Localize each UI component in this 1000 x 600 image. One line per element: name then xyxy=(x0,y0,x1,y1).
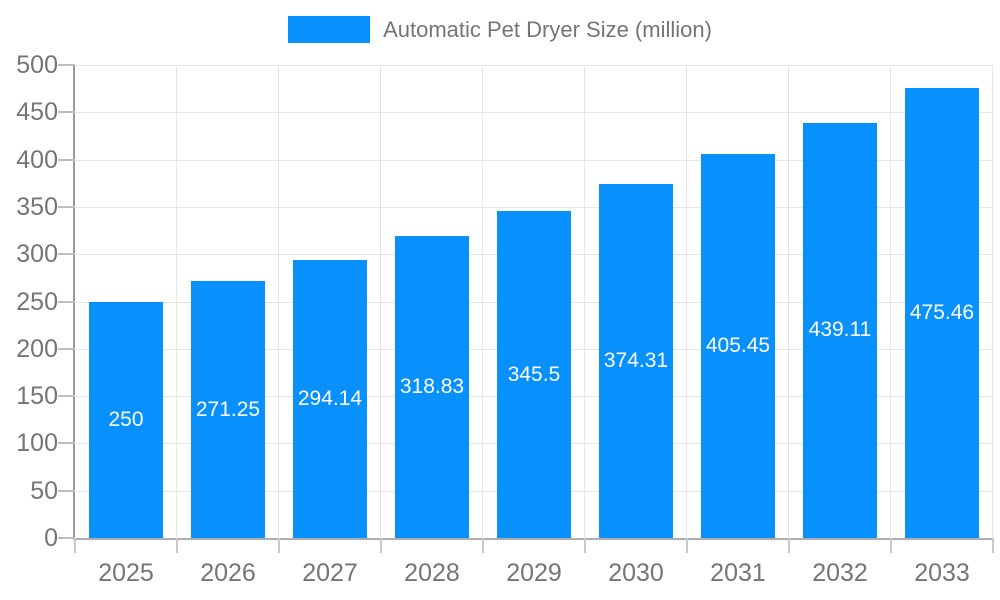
plot-area: 0 50 100 150 200 250 300 350 400 450 500 250 2025 271… xyxy=(16,51,994,587)
x-tick-mark xyxy=(175,538,178,553)
v-gridline xyxy=(379,65,381,538)
bar[interactable]: 345.5 xyxy=(496,211,572,538)
bar[interactable]: 318.83 xyxy=(394,236,470,538)
bar[interactable]: 475.46 xyxy=(904,88,980,538)
x-tick-mark xyxy=(889,538,892,553)
x-tick-mark xyxy=(277,538,280,553)
y-axis-tick-label: 100 xyxy=(16,429,58,458)
y-tick-mark xyxy=(58,300,75,303)
x-axis-tick-label: 2031 xyxy=(710,559,766,587)
x-tick-mark xyxy=(992,538,994,553)
x-tick-mark xyxy=(685,538,688,553)
v-gridline xyxy=(788,65,789,538)
bar-value-label: 318.83 xyxy=(399,375,465,399)
y-tick-mark xyxy=(58,158,75,161)
x-axis-tick-label: 2032 xyxy=(812,559,868,587)
legend-item[interactable]: Automatic Pet Dryer Size (million) xyxy=(288,16,712,43)
bar[interactable]: 374.31 xyxy=(598,183,674,538)
y-axis-tick-label: 0 xyxy=(44,524,58,552)
y-tick-mark xyxy=(58,347,75,350)
v-gridline xyxy=(992,65,993,538)
bar-value-label: 250 xyxy=(108,407,144,431)
legend-swatch-icon xyxy=(288,16,371,43)
y-axis-tick-label: 250 xyxy=(16,287,58,316)
legend-label: Automatic Pet Dryer Size (million) xyxy=(383,16,712,42)
bar[interactable]: 405.45 xyxy=(700,154,776,538)
h-gridline xyxy=(75,159,993,161)
v-gridline xyxy=(685,65,687,538)
v-gridline xyxy=(584,65,585,538)
y-tick-mark xyxy=(58,111,75,114)
v-gridline xyxy=(175,65,177,538)
y-tick-mark xyxy=(58,442,75,445)
bar-value-label: 271.25 xyxy=(195,397,261,421)
bar-value-label: 345.5 xyxy=(507,362,561,386)
x-tick-mark xyxy=(481,538,484,553)
h-gridline xyxy=(75,112,993,114)
x-axis-tick-label: 2025 xyxy=(98,559,154,587)
x-axis-tick-label: 2028 xyxy=(404,559,460,587)
bar[interactable]: 271.25 xyxy=(190,281,266,538)
bar[interactable]: 294.14 xyxy=(292,259,368,538)
y-tick-mark xyxy=(58,537,75,539)
x-tick-mark xyxy=(788,538,790,553)
x-tick-mark xyxy=(379,538,382,553)
bar[interactable]: 439.11 xyxy=(802,122,878,538)
h-gridline xyxy=(75,65,993,66)
y-axis-tick-label: 50 xyxy=(30,476,58,505)
x-axis-tick-label: 2029 xyxy=(506,559,562,587)
x-axis-tick-label: 2027 xyxy=(302,559,358,587)
bar-value-label: 439.11 xyxy=(808,318,872,342)
y-axis-tick-label: 350 xyxy=(16,192,58,221)
h-gridline xyxy=(75,206,993,208)
y-axis-tick-label: 450 xyxy=(16,98,58,127)
bar-value-label: 475.46 xyxy=(909,301,975,325)
x-axis-tick-label: 2026 xyxy=(200,559,256,587)
y-tick-mark xyxy=(58,489,75,492)
v-gridline xyxy=(889,65,891,538)
y-tick-mark xyxy=(58,253,75,256)
y-tick-mark xyxy=(58,64,75,66)
bar-value-label: 405.45 xyxy=(705,334,771,358)
bar[interactable]: 250 xyxy=(88,301,164,538)
x-axis-tick-label: 2030 xyxy=(608,559,664,587)
x-tick-mark xyxy=(584,538,586,553)
x-axis-tick-label: 2033 xyxy=(914,559,970,587)
v-gridline xyxy=(277,65,279,538)
legend: Automatic Pet Dryer Size (million) xyxy=(0,16,1000,43)
y-axis-tick-label: 300 xyxy=(16,240,58,269)
y-axis-tick-label: 150 xyxy=(16,382,58,411)
y-axis-tick-label: 200 xyxy=(16,334,58,363)
bar-value-label: 374.31 xyxy=(603,348,669,372)
y-tick-mark xyxy=(58,205,75,208)
y-axis-tick-label: 400 xyxy=(16,145,58,174)
x-tick-mark xyxy=(74,538,76,553)
v-gridline xyxy=(481,65,483,538)
bar-value-label: 294.14 xyxy=(297,386,363,410)
y-axis-tick-label: 500 xyxy=(16,51,58,79)
y-tick-mark xyxy=(58,395,75,398)
